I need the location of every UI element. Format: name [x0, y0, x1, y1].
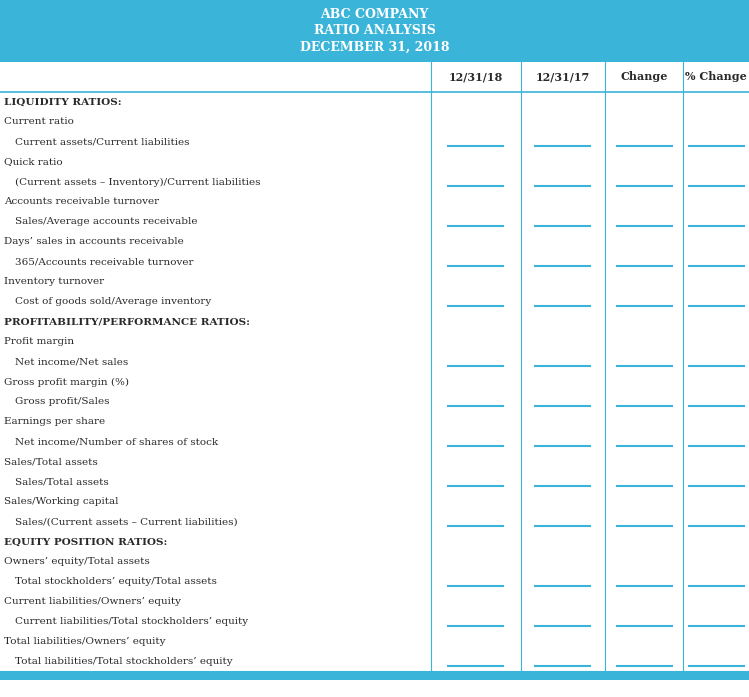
Text: 365/Accounts receivable turnover: 365/Accounts receivable turnover	[15, 257, 193, 266]
Text: Total stockholders’ equity/Total assets: Total stockholders’ equity/Total assets	[15, 578, 217, 586]
Text: Total liabilities/Owners’ equity: Total liabilities/Owners’ equity	[4, 638, 166, 647]
Text: Days’ sales in accounts receivable: Days’ sales in accounts receivable	[4, 238, 184, 247]
Text: Net income/Net sales: Net income/Net sales	[15, 358, 128, 367]
Text: Current assets/Current liabilities: Current assets/Current liabilities	[15, 137, 189, 146]
Text: DECEMBER 31, 2018: DECEMBER 31, 2018	[300, 41, 449, 54]
Text: Net income/Number of shares of stock: Net income/Number of shares of stock	[15, 438, 218, 447]
Text: Total liabilities/Total stockholders’ equity: Total liabilities/Total stockholders’ eq…	[15, 657, 233, 666]
Text: Sales/Total assets: Sales/Total assets	[4, 457, 98, 466]
Text: Sales/Average accounts receivable: Sales/Average accounts receivable	[15, 217, 198, 227]
Text: RATIO ANALYSIS: RATIO ANALYSIS	[314, 24, 435, 38]
Text: Gross profit margin (%): Gross profit margin (%)	[4, 378, 130, 387]
Text: ABC COMPANY: ABC COMPANY	[321, 8, 428, 21]
Text: Owners’ equity/Total assets: Owners’ equity/Total assets	[4, 558, 151, 567]
Text: Cost of goods sold/Average inventory: Cost of goods sold/Average inventory	[15, 298, 211, 307]
Text: Quick ratio: Quick ratio	[4, 158, 63, 167]
Bar	[0, 0, 749, 62]
Text: Profit margin: Profit margin	[4, 337, 75, 346]
Text: (Current assets – Inventory)/Current liabilities: (Current assets – Inventory)/Current lia…	[15, 178, 261, 187]
Text: 12/31/17: 12/31/17	[536, 72, 590, 82]
Text: Current ratio: Current ratio	[4, 118, 74, 126]
Text: 12/31/18: 12/31/18	[449, 72, 503, 82]
Text: LIQUIDITY RATIOS:: LIQUIDITY RATIOS:	[4, 98, 122, 107]
Bar	[0, 672, 749, 680]
Text: Current liabilities/Total stockholders’ equity: Current liabilities/Total stockholders’ …	[15, 618, 248, 627]
Text: Accounts receivable turnover: Accounts receivable turnover	[4, 197, 160, 206]
Text: % Change: % Change	[685, 72, 747, 82]
Text: Current liabilities/Owners’ equity: Current liabilities/Owners’ equity	[4, 597, 181, 606]
Text: PROFITABILITY/PERFORMANCE RATIOS:: PROFITABILITY/PERFORMANCE RATIOS:	[4, 318, 250, 326]
Text: EQUITY POSITION RATIOS:: EQUITY POSITION RATIOS:	[4, 537, 168, 546]
Text: Sales/Total assets: Sales/Total assets	[15, 477, 109, 487]
Text: Gross profit/Sales: Gross profit/Sales	[15, 397, 109, 406]
Text: Earnings per share: Earnings per share	[4, 418, 106, 427]
Text: Sales/(Current assets – Current liabilities): Sales/(Current assets – Current liabilit…	[15, 517, 237, 526]
Text: Sales/Working capital: Sales/Working capital	[4, 498, 119, 507]
Text: Change: Change	[620, 72, 668, 82]
Text: Inventory turnover: Inventory turnover	[4, 277, 105, 286]
